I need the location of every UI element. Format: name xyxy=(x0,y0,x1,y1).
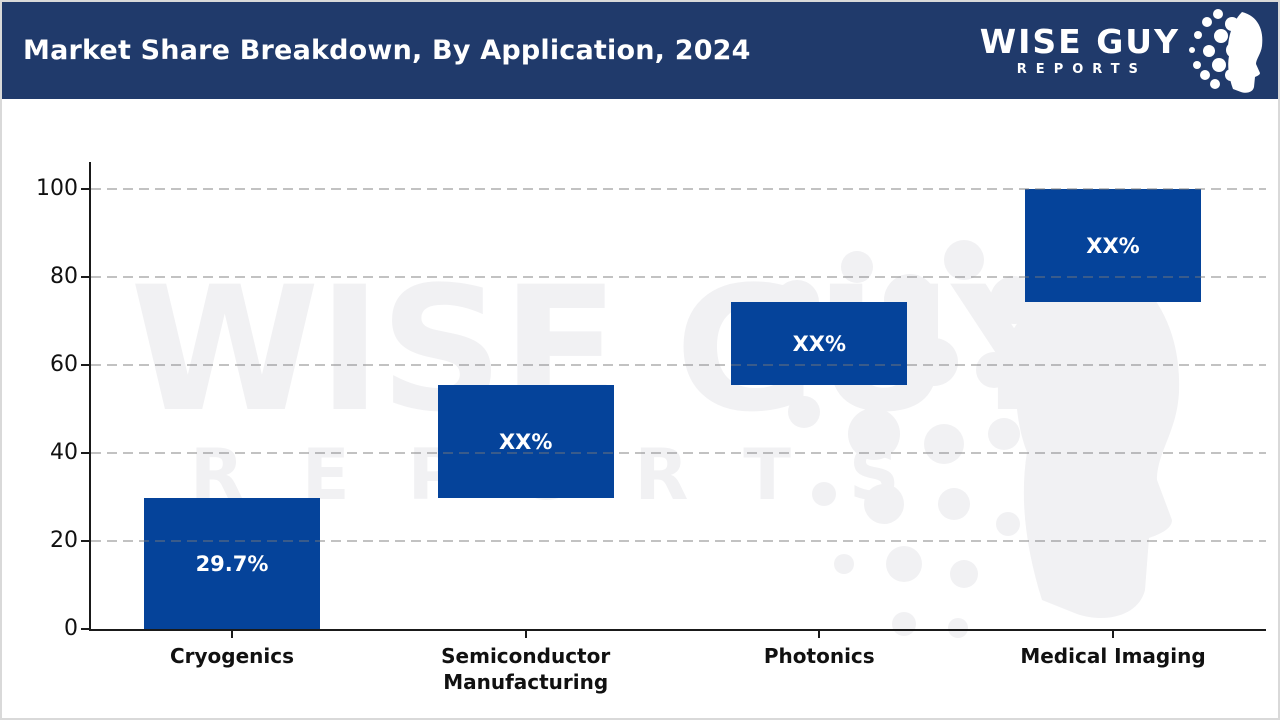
gridline xyxy=(91,452,1266,454)
logo-wiseguy-text: WISE GUY xyxy=(979,21,1180,61)
x-axis-label-line: Cryogenics xyxy=(169,644,295,668)
gridline xyxy=(91,364,1266,366)
logo-reports-text: REPORTS xyxy=(1016,61,1147,77)
x-axis-label-line: Manufacturing xyxy=(443,670,609,694)
y-tick-label: 80 xyxy=(50,264,78,289)
x-tick-mark xyxy=(818,631,821,638)
chart-title: Market Share Breakdown, By Application, … xyxy=(23,35,751,66)
bar-value-label: 29.7% xyxy=(195,551,269,576)
gridline xyxy=(91,540,1266,542)
x-tick-mark xyxy=(524,631,527,638)
y-tick-label: 0 xyxy=(64,616,78,641)
x-tick-mark xyxy=(1112,631,1114,638)
gridline xyxy=(91,276,1266,278)
y-tick-mark xyxy=(81,628,89,630)
y-tick-mark xyxy=(81,276,89,278)
logo-head-icon xyxy=(1189,8,1263,93)
x-axis-label-line: Photonics xyxy=(763,644,875,668)
x-axis-label: Semiconductor Manufacturing xyxy=(376,643,676,695)
y-axis-spine xyxy=(89,162,91,631)
x-axis-label: Cryogenics xyxy=(82,643,382,669)
x-axis-label-line: Medical Imaging xyxy=(1020,644,1206,668)
x-axis-label-line: Semiconductor xyxy=(441,644,611,668)
bar-value-label: XX% xyxy=(498,429,553,454)
wise-guy-reports-logo: WISE GUY REPORTS xyxy=(980,8,1278,94)
y-tick-mark xyxy=(81,188,89,190)
y-tick-label: 20 xyxy=(50,528,78,553)
y-tick-label: 40 xyxy=(50,440,78,465)
x-axis-label: Medical Imaging xyxy=(963,643,1263,669)
y-tick-label: 60 xyxy=(50,352,78,377)
bar-value-label: XX% xyxy=(792,331,847,356)
y-tick-mark xyxy=(81,452,89,454)
x-axis-label: Photonics xyxy=(669,643,969,669)
bar-segment: XX% xyxy=(731,302,908,386)
logo-text: WISE GUY REPORTS xyxy=(979,21,1180,77)
bar-segment: XX% xyxy=(1025,189,1201,303)
y-tick-label: 100 xyxy=(36,176,78,201)
gridline xyxy=(91,188,1266,190)
bar-value-label: XX% xyxy=(1086,233,1140,258)
bar-segment: XX% xyxy=(437,385,614,499)
bar-segment: 29.7% xyxy=(144,498,320,629)
y-tick-mark xyxy=(81,540,89,542)
x-axis-spine xyxy=(89,629,1266,631)
x-tick-mark xyxy=(231,631,233,638)
y-tick-mark xyxy=(81,364,89,366)
header-bar: Market Share Breakdown, By Application, … xyxy=(2,2,1278,99)
